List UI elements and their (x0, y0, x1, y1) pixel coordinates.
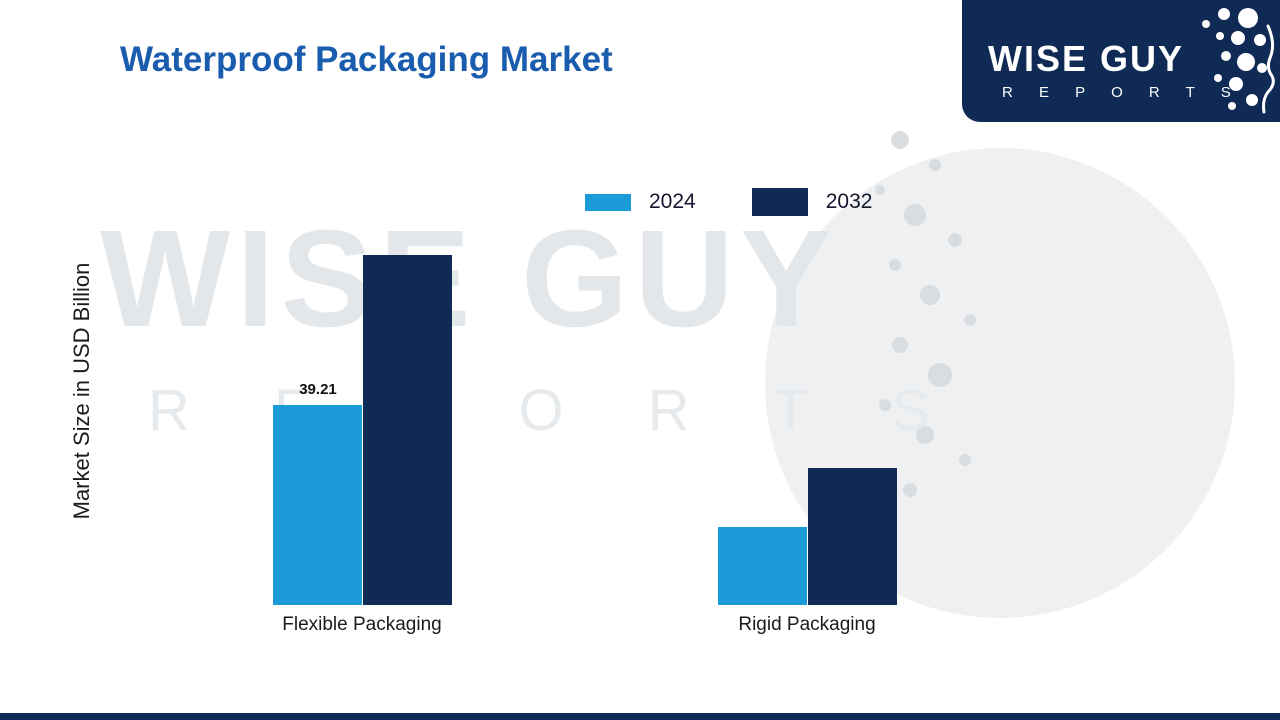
bar-value-label: 39.21 (299, 381, 337, 399)
legend-swatch-2024 (585, 193, 631, 211)
page-title: Waterproof Packaging Market (120, 40, 613, 79)
bar-2032-flexible-packaging (363, 255, 452, 605)
bar-group-rigid-packaging (718, 468, 897, 605)
wiseguy-logo: WISE GUY R E P O R T S (962, 0, 1280, 122)
logo-wordmark: WISE GUY (988, 38, 1185, 79)
watermark-text: WISE GUY R E P O R T S (100, 200, 964, 444)
bar-group-flexible-packaging (273, 255, 452, 605)
footer-bar (0, 713, 1280, 720)
watermark-line1: WISE GUY (100, 202, 839, 356)
bar-2032-rigid-packaging (808, 468, 897, 605)
category-label-rigid-packaging: Rigid Packaging (738, 614, 876, 635)
legend-item-2024: 2024 (585, 190, 696, 214)
dots-pattern-decoration (875, 131, 976, 497)
y-axis-label: Market Size in USD Billion (69, 262, 94, 520)
bar-2024-rigid-packaging (718, 527, 807, 605)
category-label-flexible-packaging: Flexible Packaging (282, 614, 442, 635)
legend-label-2032: 2032 (825, 190, 873, 213)
legend-swatch-2032 (751, 188, 808, 216)
legend-label-2024: 2024 (649, 190, 696, 213)
logo-subtitle: R E P O R T S (1002, 84, 1242, 101)
chart-legend: 2024 2032 (585, 188, 872, 216)
bar-2024-flexible-packaging (273, 405, 362, 605)
watermark-line2: R E P O R T S (148, 378, 964, 443)
legend-item-2032: 2032 (751, 188, 873, 216)
head-silhouette-icon (1202, 8, 1275, 114)
